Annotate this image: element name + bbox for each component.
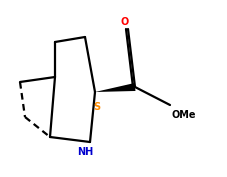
Text: NH: NH	[77, 147, 93, 157]
Polygon shape	[95, 83, 136, 92]
Text: S: S	[94, 102, 101, 112]
Text: O: O	[121, 17, 129, 27]
Text: OMe: OMe	[172, 110, 197, 120]
